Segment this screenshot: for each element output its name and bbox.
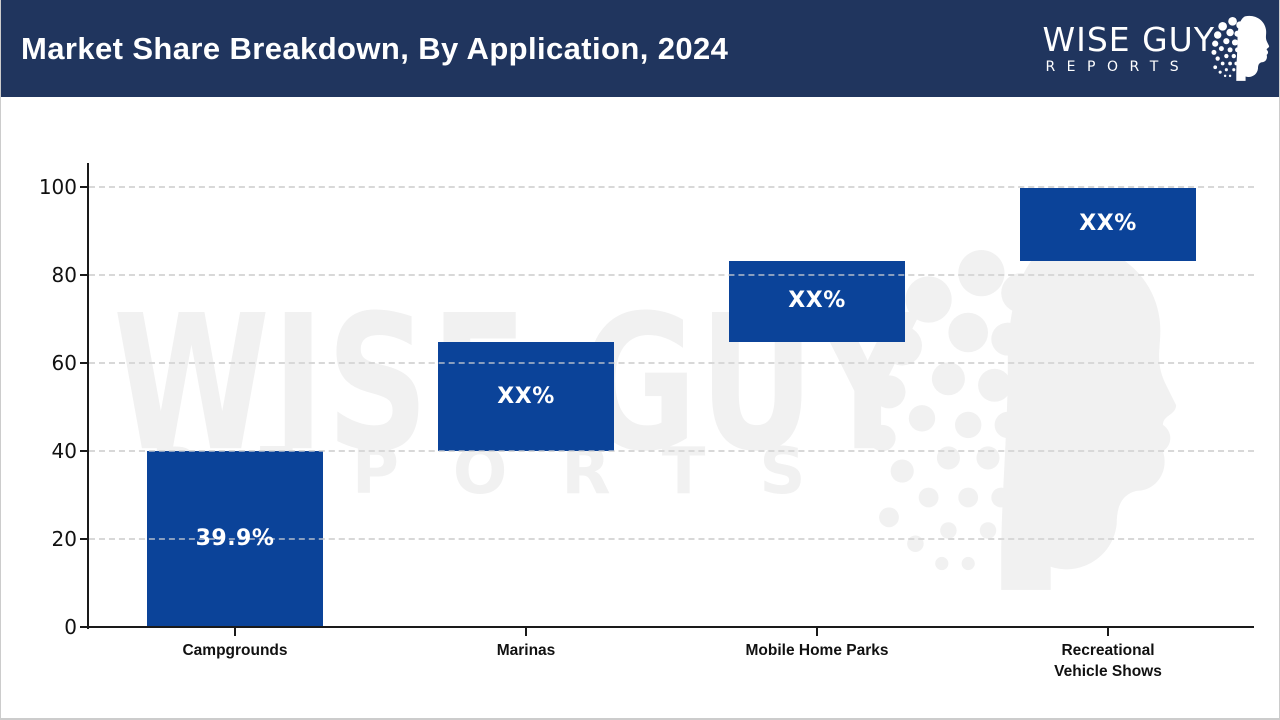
y-tick-40 bbox=[80, 450, 89, 452]
x-tick-marinas bbox=[525, 628, 527, 636]
logo-wordmark-line1: WISE GUY bbox=[1042, 19, 1215, 59]
gridline-overlay-100 bbox=[89, 186, 1254, 188]
chart-area: WISE GUY REPORTS 0 20 40 60 80 100 39.9% Campgr… bbox=[1, 97, 1279, 718]
bar-marinas bbox=[438, 341, 614, 452]
y-axis-line bbox=[87, 163, 89, 629]
x-axis-label-mobile-home-parks: Mobile Home Parks bbox=[745, 642, 889, 659]
y-tick-100 bbox=[80, 186, 89, 188]
gridline-overlay-20 bbox=[89, 538, 1254, 540]
x-axis-line bbox=[87, 626, 1254, 628]
logo-wordmark-line2: REPORTS bbox=[1045, 58, 1191, 75]
y-tick-80 bbox=[80, 274, 89, 276]
y-tick-label-20: 20 bbox=[51, 527, 77, 551]
gridline-overlay-60 bbox=[89, 362, 1254, 364]
header: Market Share Breakdown, By Application, … bbox=[1, 0, 1279, 97]
bar-value-label-mobile-home-parks: XX% bbox=[788, 288, 846, 313]
gridline-overlay-40 bbox=[89, 450, 1254, 452]
x-tick-mobile-home-parks bbox=[816, 628, 818, 636]
y-tick-label-0: 0 bbox=[64, 615, 77, 639]
x-axis-label-marinas: Marinas bbox=[496, 642, 556, 659]
bar-recreational-vehicle-shows bbox=[1020, 187, 1196, 261]
y-tick-0 bbox=[80, 626, 89, 628]
y-tick-label-80: 80 bbox=[51, 263, 77, 287]
logo-head-icon bbox=[1211, 15, 1270, 81]
y-tick-20 bbox=[80, 538, 89, 540]
chart-title: Market Share Breakdown, By Application, … bbox=[21, 30, 729, 66]
logo-wordmark: WISE GUY REPORTS bbox=[1042, 19, 1215, 75]
y-tick-label-40: 40 bbox=[51, 439, 77, 463]
y-tick-label-100: 100 bbox=[38, 175, 77, 199]
y-tick-label-60: 60 bbox=[51, 351, 77, 375]
wise-guy-logo: WISE GUY REPORTS bbox=[1042, 7, 1271, 89]
x-axis-label-recreational-vehicle-shows: Recreational Vehicle Shows bbox=[1054, 642, 1162, 680]
bar-value-label-marinas: XX% bbox=[497, 384, 555, 409]
x-tick-recreational-vehicle-shows bbox=[1107, 628, 1109, 636]
bar-value-label-recreational-vehicle-shows: XX% bbox=[1079, 211, 1137, 236]
watermark-head-icon bbox=[869, 243, 1177, 590]
gridline-overlay-80 bbox=[89, 274, 1254, 276]
bar-value-label-campgrounds: 39.9% bbox=[195, 526, 275, 551]
x-axis-label-campgrounds: Campgrounds bbox=[182, 642, 288, 659]
y-tick-60 bbox=[80, 362, 89, 364]
plot: 0 20 40 60 80 100 39.9% Campgrounds XX% Marinas XX… bbox=[1, 97, 1279, 718]
x-tick-campgrounds bbox=[234, 628, 236, 636]
